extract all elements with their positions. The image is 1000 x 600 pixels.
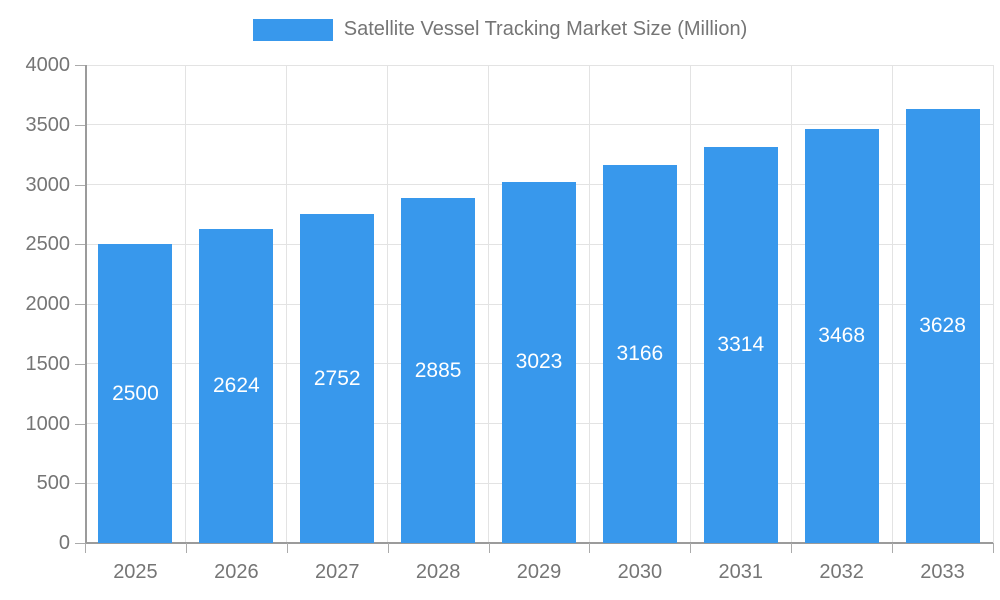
x-tick-mark <box>185 543 187 553</box>
bar-2026[interactable]: 2624 <box>199 229 274 543</box>
bar-value-label: 3166 <box>616 341 664 365</box>
gridline-horizontal <box>85 124 993 126</box>
y-tick-mark <box>75 304 85 305</box>
bar-2032[interactable]: 3468 <box>804 128 879 543</box>
y-tick-label: 2500 <box>25 233 71 256</box>
x-tick-label: 2032 <box>819 561 864 583</box>
chart-legend: Satellite Vessel Tracking Market Size (M… <box>0 18 1000 41</box>
x-axis-line <box>85 542 993 544</box>
bar-value-label: 2752 <box>313 366 361 390</box>
x-tick-label: 2029 <box>516 561 562 583</box>
x-tick-mark <box>690 543 692 553</box>
gridline-vertical <box>488 65 490 543</box>
bar-value-label: 2624 <box>212 374 260 398</box>
x-tick-mark <box>85 543 86 553</box>
gridline-vertical <box>286 65 288 543</box>
y-tick-label: 3000 <box>25 173 71 196</box>
x-tick-mark <box>791 543 793 553</box>
bar-value-label: 2885 <box>414 358 462 382</box>
x-tick-label: 2027 <box>314 561 360 583</box>
bar-value-label: 3628 <box>919 314 966 338</box>
legend-item[interactable]: Satellite Vessel Tracking Market Size (M… <box>252 18 748 41</box>
plot-area: 2500 2624 2752 2885 3023 3166 3314 3468 3628 <box>85 64 994 544</box>
y-tick-mark <box>75 423 85 425</box>
bar-2027[interactable]: 2752 <box>300 214 375 543</box>
gridline-vertical <box>790 65 792 543</box>
x-tick-label: 2030 <box>617 561 663 583</box>
y-tick-label: 1000 <box>25 412 71 435</box>
x-tick-mark <box>892 543 894 553</box>
x-tick-mark <box>286 543 288 553</box>
x-tick-label: 2025 <box>113 561 158 583</box>
y-tick-label: 3500 <box>25 113 71 136</box>
y-tick-mark <box>75 483 85 485</box>
bar-2033[interactable]: 3628 <box>905 109 980 543</box>
x-tick-mark <box>387 543 389 553</box>
y-tick-label: 500 <box>36 472 70 495</box>
gridline-vertical <box>588 65 590 543</box>
y-tick-mark <box>75 184 85 186</box>
y-tick-label: 4000 <box>25 54 71 76</box>
x-tick-label: 2031 <box>718 561 764 583</box>
bar-value-label: 3468 <box>818 323 866 347</box>
y-tick-mark <box>75 244 85 246</box>
x-tick-mark <box>993 543 994 553</box>
gridline-horizontal <box>85 64 993 66</box>
bar-2029[interactable]: 3023 <box>502 181 576 543</box>
x-tick-mark <box>589 543 591 553</box>
y-tick-label: 0 <box>58 532 70 554</box>
x-tick-label: 2028 <box>415 561 461 583</box>
y-tick-mark <box>75 65 85 66</box>
bar-2028[interactable]: 2885 <box>401 198 476 543</box>
bar-2030[interactable]: 3166 <box>602 164 677 543</box>
gridline-vertical <box>387 65 389 543</box>
gridline-vertical <box>689 65 691 543</box>
x-tick-mark <box>488 543 490 553</box>
legend-label: Satellite Vessel Tracking Market Size (M… <box>343 18 748 40</box>
bar-value-label: 3314 <box>717 332 765 356</box>
y-tick-mark <box>75 543 85 544</box>
y-tick-label: 1500 <box>25 352 71 375</box>
gridline-vertical <box>891 65 893 543</box>
y-tick-label: 2000 <box>25 293 71 315</box>
legend-swatch <box>252 18 333 41</box>
y-tick-mark <box>75 124 85 126</box>
y-tick-mark <box>75 363 85 365</box>
gridline-vertical <box>992 65 994 543</box>
bar-2025[interactable]: 2500 <box>98 244 173 543</box>
x-tick-label: 2033 <box>920 561 965 583</box>
bar-2031[interactable]: 3314 <box>703 146 778 543</box>
x-tick-label: 2026 <box>214 561 259 583</box>
y-axis-line <box>85 65 87 543</box>
bar-value-label: 3023 <box>515 350 563 374</box>
bar-value-label: 2500 <box>112 381 159 405</box>
gridline-vertical <box>185 65 187 543</box>
